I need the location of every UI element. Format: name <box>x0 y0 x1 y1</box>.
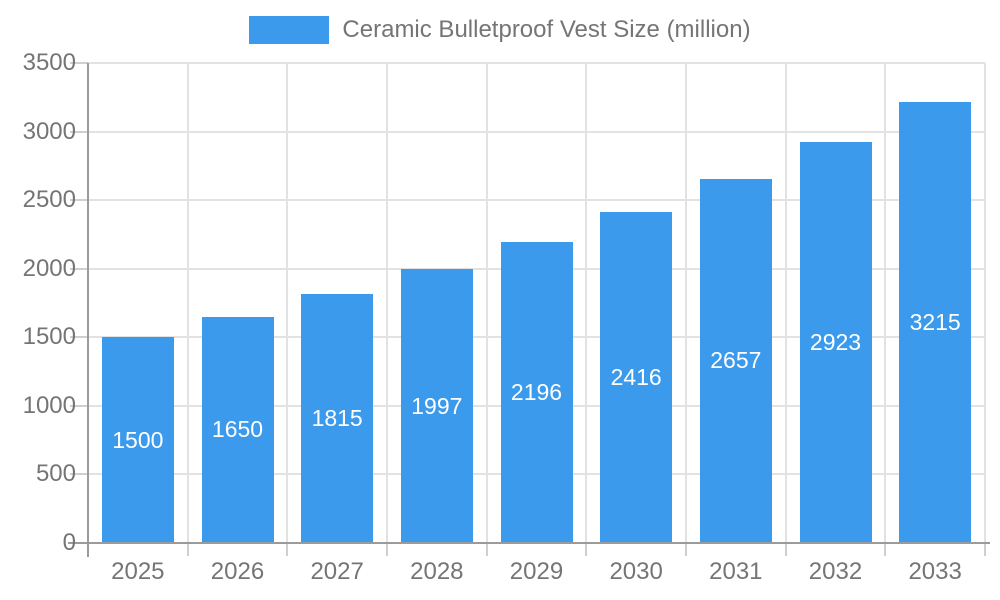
x-axis-label: 2027 <box>310 558 364 585</box>
bar-2030[interactable]: 2416 <box>600 211 673 543</box>
x-axis-label: 2029 <box>509 558 564 585</box>
gridline-vertical <box>984 63 986 543</box>
y-axis-label: 1000 <box>22 391 76 419</box>
gridline-horizontal <box>88 199 985 202</box>
y-axis-label: 2500 <box>22 186 76 214</box>
bar-2027[interactable]: 1815 <box>301 294 374 543</box>
x-axis-tick <box>685 543 687 556</box>
bar-value-label: 1650 <box>211 416 264 443</box>
x-axis-tick <box>286 543 289 556</box>
bar-2031[interactable]: 2657 <box>699 178 772 543</box>
bar-2025[interactable]: 1500 <box>101 337 174 543</box>
y-axis-label: 3500 <box>22 49 76 76</box>
bar-value-label: 1500 <box>112 426 164 453</box>
gridline-vertical <box>784 63 787 543</box>
x-axis-tick <box>585 543 588 556</box>
gridline-vertical <box>186 63 189 543</box>
y-axis-tick <box>70 336 88 339</box>
x-axis-tick <box>984 543 986 556</box>
y-axis-tick <box>70 62 88 64</box>
bar-value-label: 1815 <box>311 405 363 432</box>
x-axis-tick <box>884 543 887 556</box>
bar-value-label: 2416 <box>610 363 662 390</box>
x-axis-tick <box>784 543 787 556</box>
legend[interactable]: Ceramic Bulletproof Vest Size (million) <box>0 16 1000 44</box>
x-axis-tick <box>485 543 488 556</box>
legend-label: Ceramic Bulletproof Vest Size (million) <box>342 16 751 43</box>
bar-2026[interactable]: 1650 <box>201 316 274 543</box>
bar-2028[interactable]: 1997 <box>400 269 473 543</box>
y-axis-label: 2000 <box>22 254 76 282</box>
x-axis-tick <box>386 543 388 556</box>
y-axis-label: 1500 <box>22 323 76 351</box>
x-axis-line <box>68 542 990 544</box>
bar-2033[interactable]: 3215 <box>899 102 972 543</box>
y-axis-tick <box>70 267 88 270</box>
y-axis-line <box>87 63 89 557</box>
gridline-vertical <box>286 63 289 543</box>
y-axis-tick <box>70 404 88 407</box>
bar-value-label: 2196 <box>510 378 563 405</box>
x-axis-label: 2033 <box>908 558 962 585</box>
bar-2029[interactable]: 2196 <box>500 241 573 543</box>
x-axis-label: 2025 <box>111 558 165 585</box>
gridline-vertical <box>884 63 887 543</box>
y-axis-label: 500 <box>35 460 76 488</box>
gridline-vertical <box>685 63 687 543</box>
bar-value-label: 3215 <box>909 309 961 336</box>
bar-value-label: 2923 <box>809 329 862 356</box>
y-axis-label: 3000 <box>22 117 76 145</box>
bar-value-label: 1997 <box>411 392 463 419</box>
gridline-vertical <box>386 63 388 543</box>
gridline-vertical <box>485 63 488 543</box>
gridline-vertical <box>585 63 588 543</box>
x-axis-label: 2031 <box>709 558 763 585</box>
gridline-horizontal <box>88 130 985 133</box>
y-axis-tick <box>70 199 88 202</box>
y-axis-tick <box>70 130 88 133</box>
y-axis-label: 0 <box>62 529 76 556</box>
y-axis-tick <box>70 473 88 476</box>
bar-value-label: 2657 <box>710 347 762 374</box>
bar-2032[interactable]: 2923 <box>799 142 872 543</box>
gridline-horizontal <box>88 62 985 64</box>
x-axis-label: 2026 <box>210 558 265 585</box>
x-axis-label: 2028 <box>410 558 464 585</box>
x-axis-label: 2032 <box>808 558 863 585</box>
x-axis-label: 2030 <box>609 558 663 585</box>
x-axis-tick <box>186 543 189 556</box>
legend-swatch-icon <box>249 16 330 44</box>
